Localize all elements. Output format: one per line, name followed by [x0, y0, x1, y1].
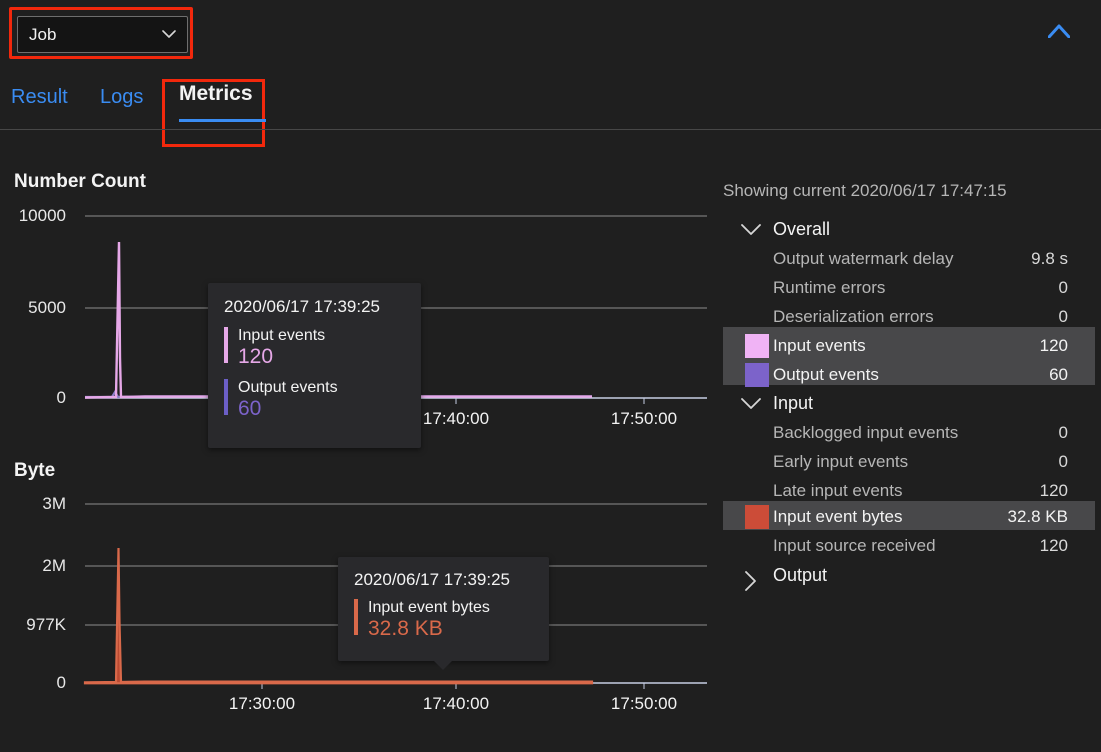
svg-text:977K: 977K	[26, 615, 66, 634]
svg-text:0: 0	[57, 673, 66, 692]
svg-text:17:50:00: 17:50:00	[611, 694, 677, 713]
svg-text:2M: 2M	[42, 556, 66, 575]
svg-text:10000: 10000	[19, 206, 66, 225]
svg-text:0: 0	[57, 388, 66, 407]
svg-text:17:40:00: 17:40:00	[423, 694, 489, 713]
svg-text:17:50:00: 17:50:00	[611, 409, 677, 428]
svg-text:3M: 3M	[42, 494, 66, 513]
svg-text:17:30:00: 17:30:00	[229, 694, 295, 713]
svg-text:5000: 5000	[28, 298, 66, 317]
svg-text:17:40:00: 17:40:00	[423, 409, 489, 428]
